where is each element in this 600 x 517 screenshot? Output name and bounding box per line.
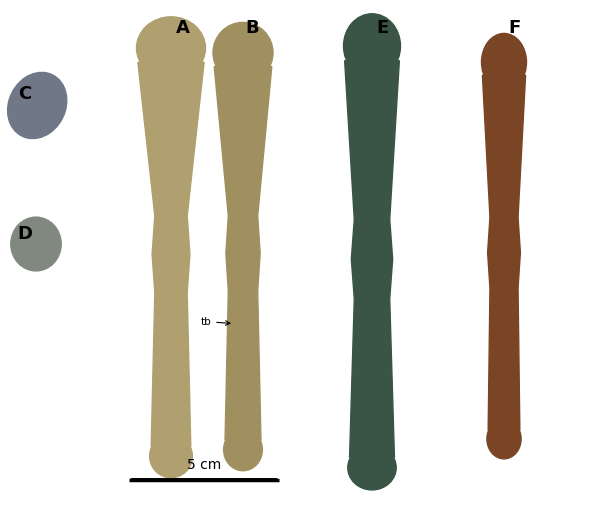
Ellipse shape (213, 22, 273, 83)
Text: D: D (18, 225, 33, 243)
Text: C: C (19, 85, 32, 103)
Ellipse shape (8, 72, 67, 139)
Text: F: F (508, 19, 520, 37)
Polygon shape (138, 62, 204, 446)
Ellipse shape (149, 434, 193, 478)
Ellipse shape (136, 17, 205, 79)
Text: tb: tb (200, 316, 230, 327)
Polygon shape (482, 75, 526, 430)
Ellipse shape (348, 445, 396, 490)
Ellipse shape (487, 419, 521, 459)
Ellipse shape (482, 34, 527, 91)
Ellipse shape (11, 217, 61, 271)
Ellipse shape (224, 429, 262, 470)
Ellipse shape (343, 14, 401, 78)
Text: E: E (377, 19, 389, 37)
Text: 5 cm: 5 cm (187, 458, 221, 472)
Polygon shape (344, 60, 400, 458)
Polygon shape (214, 67, 272, 440)
Text: B: B (245, 19, 259, 37)
Text: A: A (176, 19, 190, 37)
